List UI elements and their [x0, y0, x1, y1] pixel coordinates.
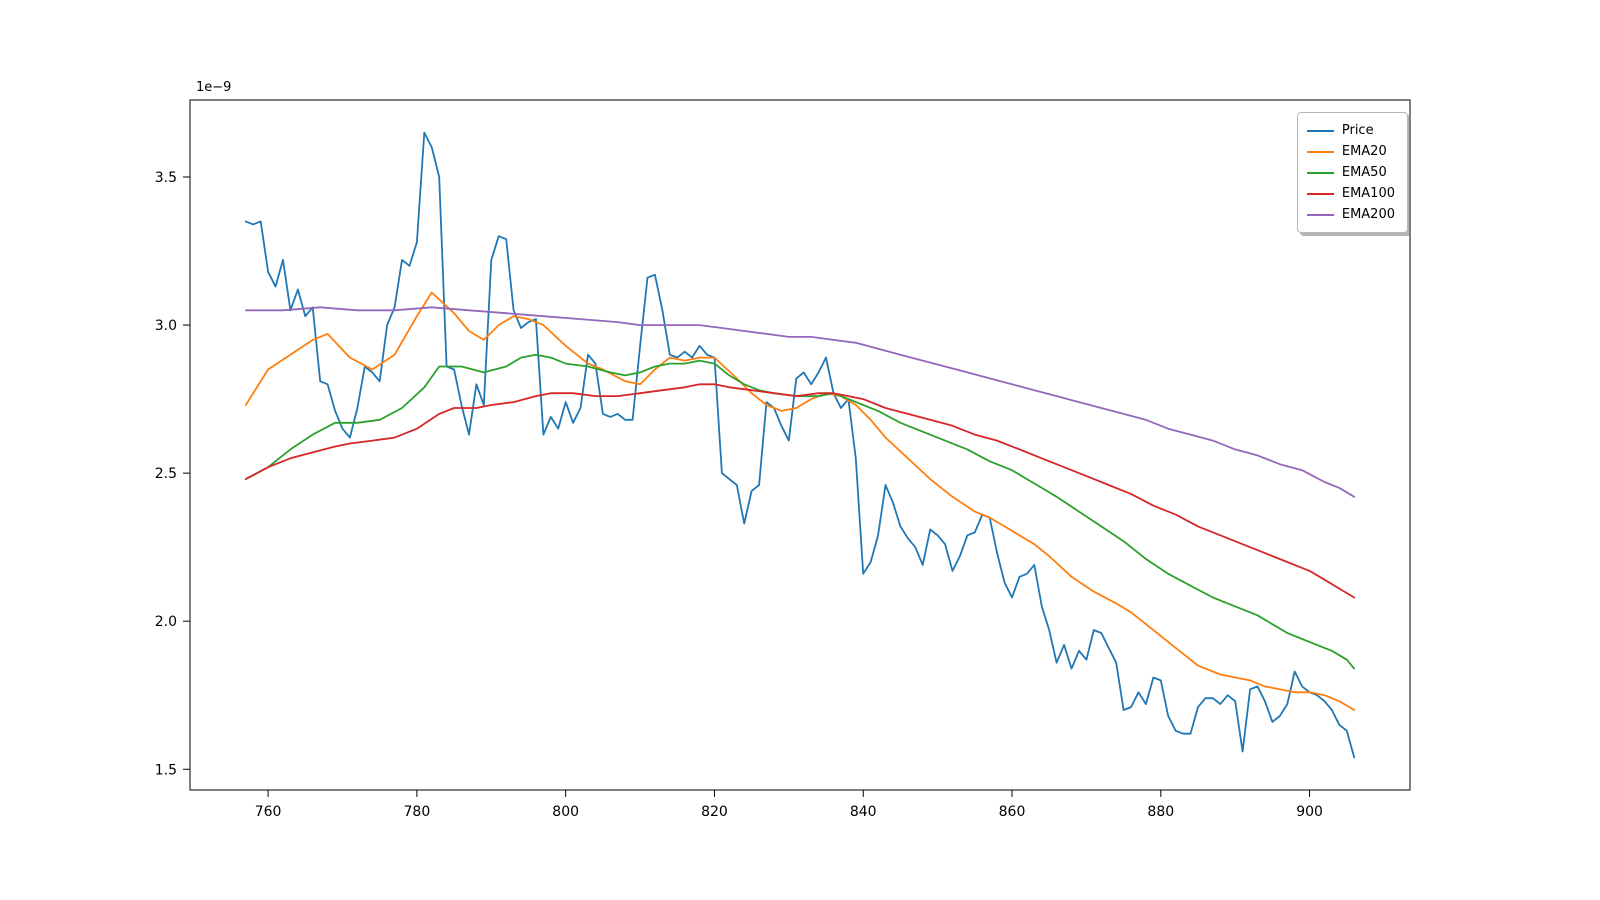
x-tick-label: 900: [1296, 804, 1323, 820]
y-axis-offset-text: 1e−9: [196, 80, 231, 95]
legend-label-ema200: EMA200: [1341, 207, 1395, 222]
series-line-ema200: [244, 306, 1356, 498]
legend-item-price: Price: [1306, 120, 1395, 141]
y-tick-label: 2.0: [155, 614, 177, 630]
legend-item-ema200: EMA200: [1306, 204, 1395, 225]
series-line-ema100: [244, 383, 1356, 599]
legend: Price EMA20 EMA50 EMA100 EMA200: [1296, 112, 1408, 233]
legend-line-sample-price: [1306, 129, 1334, 132]
x-tick-label: 780: [404, 804, 431, 820]
x-tick-label: 860: [999, 804, 1026, 820]
y-tick-label: 1.5: [155, 762, 177, 778]
series-line-price: [244, 131, 1356, 759]
legend-item-ema20: EMA20: [1306, 141, 1395, 162]
legend-line-sample-ema100: [1306, 192, 1334, 195]
x-tick-label: 800: [552, 804, 579, 820]
legend-label-ema100: EMA100: [1341, 186, 1395, 201]
y-tick-label: 3.5: [155, 170, 177, 186]
x-tick-label: 840: [850, 804, 877, 820]
legend-label-price: Price: [1341, 123, 1374, 138]
legend-line-sample-ema200: [1306, 213, 1334, 216]
legend-label-ema20: EMA20: [1341, 144, 1387, 159]
y-tick-label: 3.0: [155, 318, 177, 334]
y-tick-label: 2.5: [155, 466, 177, 482]
legend-line-sample-ema50: [1306, 171, 1334, 174]
legend-line-sample-ema20: [1306, 150, 1334, 153]
series-line-ema20: [244, 291, 1356, 711]
legend-item-ema100: EMA100: [1306, 183, 1395, 204]
legend-label-ema50: EMA50: [1341, 165, 1387, 180]
x-tick-label: 760: [255, 804, 282, 820]
x-tick-label: 880: [1147, 804, 1174, 820]
axes-frame: [189, 99, 1411, 791]
legend-item-ema50: EMA50: [1306, 162, 1395, 183]
x-tick-label: 820: [701, 804, 728, 820]
